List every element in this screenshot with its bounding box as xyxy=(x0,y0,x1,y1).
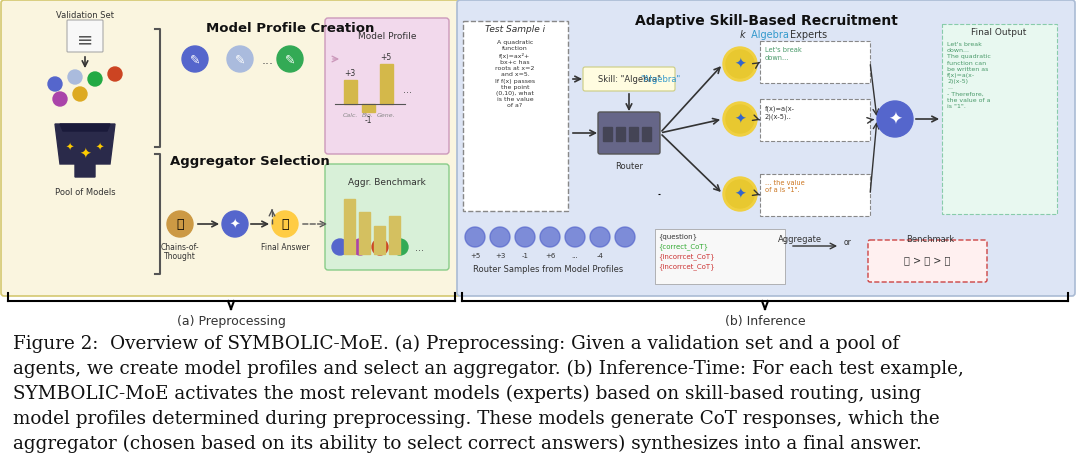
Bar xyxy=(374,226,385,254)
Text: {incorrcet_CoT}: {incorrcet_CoT} xyxy=(659,252,714,259)
Circle shape xyxy=(723,178,758,212)
Text: k: k xyxy=(740,30,746,40)
Bar xyxy=(615,128,625,142)
Text: ...: ... xyxy=(404,85,412,95)
Text: +6: +6 xyxy=(544,252,555,258)
Text: {incorrcet_CoT}: {incorrcet_CoT} xyxy=(659,263,714,269)
Circle shape xyxy=(723,103,758,137)
Text: "Algebra": "Algebra" xyxy=(640,75,680,84)
Text: ✦: ✦ xyxy=(734,113,746,127)
Text: ✎: ✎ xyxy=(189,53,200,67)
Circle shape xyxy=(332,240,348,256)
FancyBboxPatch shape xyxy=(457,1,1075,297)
Text: +5: +5 xyxy=(381,53,392,62)
Bar xyxy=(629,128,638,142)
Text: Figure 2:  Overview of SYMBOLIC-MoE. (a) Preprocessing: Given a validation set a: Figure 2: Overview of SYMBOLIC-MoE. (a) … xyxy=(13,334,900,353)
Bar xyxy=(380,65,393,105)
Text: +5: +5 xyxy=(470,252,480,258)
Text: 🧠: 🧠 xyxy=(176,218,184,231)
Text: Algebra: Algebra xyxy=(748,30,792,40)
Text: {correct_CoT}: {correct_CoT} xyxy=(659,242,708,249)
Circle shape xyxy=(877,102,914,138)
Text: (a) Preprocessing: (a) Preprocessing xyxy=(176,314,285,327)
Circle shape xyxy=(73,88,87,102)
Text: or: or xyxy=(844,237,852,246)
Circle shape xyxy=(465,228,485,247)
Text: ≡: ≡ xyxy=(76,30,94,50)
Text: Bio.: Bio. xyxy=(362,113,374,118)
Bar xyxy=(362,105,374,113)
Circle shape xyxy=(182,47,208,73)
Text: Let's break
down...: Let's break down... xyxy=(765,47,802,61)
Text: Gene.: Gene. xyxy=(377,113,395,118)
FancyBboxPatch shape xyxy=(598,113,660,155)
FancyBboxPatch shape xyxy=(67,21,103,53)
Text: Pool of Models: Pool of Models xyxy=(55,188,115,196)
Text: ✎: ✎ xyxy=(285,53,295,67)
Circle shape xyxy=(68,71,82,85)
Circle shape xyxy=(277,47,303,73)
Text: Calc.: Calc. xyxy=(342,113,357,118)
Text: Skill: "Algebra": Skill: "Algebra" xyxy=(597,75,661,84)
Text: ...: ... xyxy=(261,53,274,67)
Text: Aggr. Benchmark: Aggr. Benchmark xyxy=(349,178,426,187)
Text: Let's break
down...
The quadratic
function can
be written as
f(x)=a(x-
2)(x-5)
.: Let's break down... The quadratic functi… xyxy=(947,42,991,109)
Text: ✦: ✦ xyxy=(888,111,902,129)
Circle shape xyxy=(590,228,610,247)
Text: ...: ... xyxy=(415,242,425,252)
Text: Aggregator Selection: Aggregator Selection xyxy=(170,155,330,168)
FancyBboxPatch shape xyxy=(325,19,449,155)
Circle shape xyxy=(352,240,368,256)
Text: ...: ... xyxy=(571,252,579,258)
FancyBboxPatch shape xyxy=(760,100,870,142)
Text: model profiles determined during preprocessing. These models generate CoT respon: model profiles determined during preproc… xyxy=(13,409,939,427)
FancyBboxPatch shape xyxy=(868,241,987,282)
Circle shape xyxy=(372,240,388,256)
Text: ✦: ✦ xyxy=(80,148,90,162)
Circle shape xyxy=(53,93,67,107)
Text: -4: -4 xyxy=(596,252,604,258)
Circle shape xyxy=(272,212,298,237)
Bar xyxy=(343,81,356,105)
FancyBboxPatch shape xyxy=(942,25,1057,214)
Circle shape xyxy=(88,73,102,87)
Text: ✦: ✦ xyxy=(734,58,746,72)
Text: Router: Router xyxy=(615,162,643,171)
Circle shape xyxy=(167,212,193,237)
Circle shape xyxy=(48,78,62,92)
Circle shape xyxy=(108,68,122,82)
Text: ✎: ✎ xyxy=(235,53,245,67)
Text: Test Sample i: Test Sample i xyxy=(485,25,546,34)
FancyBboxPatch shape xyxy=(655,230,785,285)
Circle shape xyxy=(723,48,758,82)
Text: Final Answer: Final Answer xyxy=(260,242,309,252)
Text: Model Profile Creation: Model Profile Creation xyxy=(206,22,374,35)
Text: 🏆 > 🪟 > 🎯: 🏆 > 🪟 > 🎯 xyxy=(904,254,950,264)
Text: ✦: ✦ xyxy=(96,143,104,153)
FancyBboxPatch shape xyxy=(463,22,568,212)
Text: Experts: Experts xyxy=(790,30,827,40)
FancyBboxPatch shape xyxy=(1,1,461,297)
Text: +3: +3 xyxy=(344,69,356,78)
Text: Router Samples from Model Profiles: Router Samples from Model Profiles xyxy=(472,264,623,274)
Text: +3: +3 xyxy=(495,252,506,258)
Text: Final Output: Final Output xyxy=(972,28,1027,37)
Text: f(x)=a(x-
2)(x-5)..: f(x)=a(x- 2)(x-5).. xyxy=(765,105,795,119)
Text: Chains-of-: Chains-of- xyxy=(160,242,199,252)
Circle shape xyxy=(227,47,253,73)
Circle shape xyxy=(490,228,510,247)
Circle shape xyxy=(565,228,585,247)
FancyBboxPatch shape xyxy=(760,42,870,84)
Bar xyxy=(603,128,612,142)
Text: (b) Inference: (b) Inference xyxy=(725,314,805,327)
Circle shape xyxy=(726,51,754,79)
Text: agents, we create model profiles and select an aggregator. (b) Inference-Time: F: agents, we create model profiles and sel… xyxy=(13,359,964,377)
Text: ✦: ✦ xyxy=(230,218,240,231)
Circle shape xyxy=(615,228,635,247)
Bar xyxy=(642,128,651,142)
Circle shape xyxy=(726,106,754,134)
Text: {question}: {question} xyxy=(659,233,697,239)
Text: Benchmark: Benchmark xyxy=(906,235,954,243)
Text: SYMBOLIC-MoE activates the most relevant models (experts) based on skill-based r: SYMBOLIC-MoE activates the most relevant… xyxy=(13,384,921,403)
Text: Model Profile: Model Profile xyxy=(357,32,416,41)
